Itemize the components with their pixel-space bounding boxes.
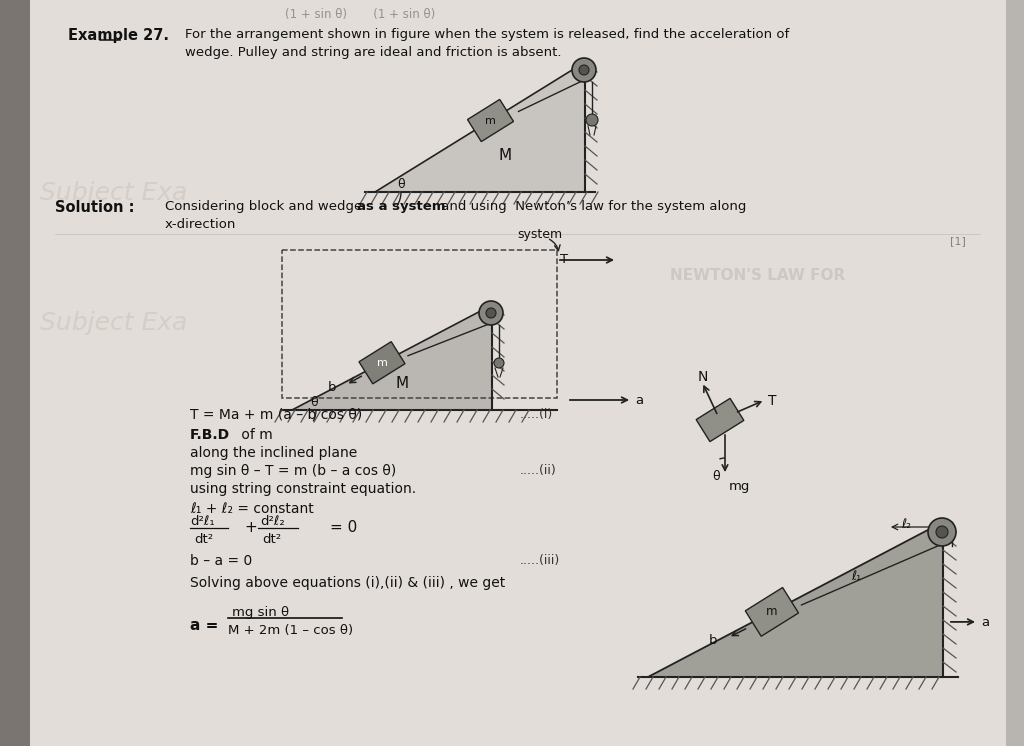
- Text: dt²: dt²: [194, 533, 213, 546]
- Text: x-direction: x-direction: [165, 218, 237, 231]
- Text: b: b: [328, 380, 336, 394]
- Polygon shape: [468, 99, 513, 142]
- Text: N: N: [698, 370, 709, 384]
- Text: .....(iii): .....(iii): [520, 554, 560, 567]
- Text: m: m: [485, 116, 496, 125]
- Text: For the arrangement shown in figure when the system is released, find the accele: For the arrangement shown in figure when…: [185, 28, 790, 41]
- Circle shape: [928, 518, 956, 546]
- Text: ℓ₁ + ℓ₂ = constant: ℓ₁ + ℓ₂ = constant: [190, 502, 313, 516]
- Circle shape: [572, 58, 596, 82]
- Text: T = Ma + m (a – b cos θ): T = Ma + m (a – b cos θ): [190, 408, 362, 422]
- Text: ℓ₁: ℓ₁: [851, 570, 861, 583]
- Text: wedge. Pulley and string are ideal and friction is absent.: wedge. Pulley and string are ideal and f…: [185, 46, 561, 59]
- Text: Subject Exa: Subject Exa: [40, 311, 187, 335]
- Polygon shape: [745, 588, 799, 636]
- Polygon shape: [375, 62, 585, 192]
- Circle shape: [936, 526, 948, 538]
- Text: system: system: [517, 228, 562, 241]
- Text: Solution :: Solution :: [55, 200, 134, 215]
- Text: T: T: [560, 253, 568, 266]
- Text: of m: of m: [237, 428, 272, 442]
- Text: and using  Newton’s law for the system along: and using Newton’s law for the system al…: [437, 200, 746, 213]
- Polygon shape: [696, 398, 743, 442]
- Text: along the inclined plane: along the inclined plane: [190, 446, 357, 460]
- Text: +: +: [244, 520, 257, 535]
- Text: M: M: [499, 148, 512, 163]
- Text: Considering block and wedge: Considering block and wedge: [165, 200, 367, 213]
- Circle shape: [486, 308, 496, 318]
- Polygon shape: [292, 305, 492, 410]
- Text: mg: mg: [729, 480, 751, 493]
- Circle shape: [586, 114, 598, 126]
- Text: mg sin θ – T = m (b – a cos θ): mg sin θ – T = m (b – a cos θ): [190, 464, 396, 478]
- Text: dt²: dt²: [262, 533, 282, 546]
- Bar: [0, 0, 30, 746]
- Text: a =: a =: [190, 618, 223, 633]
- Text: [1]: [1]: [950, 236, 966, 246]
- Text: T: T: [768, 394, 776, 408]
- Circle shape: [494, 358, 504, 368]
- Text: M + 2m (1 – cos θ): M + 2m (1 – cos θ): [228, 624, 353, 637]
- Text: NEWTON'S LAW FOR: NEWTON'S LAW FOR: [670, 268, 845, 283]
- Circle shape: [479, 301, 503, 325]
- Text: .....(ii): .....(ii): [520, 464, 557, 477]
- Text: a: a: [981, 616, 989, 629]
- Text: b – a = 0: b – a = 0: [190, 554, 252, 568]
- Text: θ: θ: [712, 470, 720, 483]
- Text: using string constraint equation.: using string constraint equation.: [190, 482, 416, 496]
- Circle shape: [579, 65, 589, 75]
- Text: .....(i): .....(i): [520, 408, 553, 421]
- Bar: [282, 250, 557, 398]
- Text: ℓ₂: ℓ₂: [901, 518, 911, 531]
- Text: θ: θ: [310, 396, 317, 409]
- Text: a: a: [635, 394, 643, 407]
- Text: = 0: = 0: [330, 520, 357, 535]
- Text: d²ℓ₂: d²ℓ₂: [260, 515, 285, 528]
- Text: as a system: as a system: [357, 200, 445, 213]
- Text: Solving above equations (i),(ii) & (iii) , we get: Solving above equations (i),(ii) & (iii)…: [190, 576, 505, 590]
- Text: θ: θ: [397, 178, 404, 191]
- Polygon shape: [648, 522, 943, 677]
- Text: m: m: [766, 606, 777, 618]
- Text: Example 27.: Example 27.: [68, 28, 169, 43]
- Text: F.B.D: F.B.D: [190, 428, 230, 442]
- Text: m: m: [377, 358, 387, 368]
- Text: (1 + sin θ)       (1 + sin θ): (1 + sin θ) (1 + sin θ): [285, 8, 435, 21]
- Text: Subject Exa: Subject Exa: [40, 181, 187, 205]
- Text: mg sin θ: mg sin θ: [232, 606, 289, 619]
- Text: M: M: [395, 376, 409, 391]
- Polygon shape: [359, 342, 406, 384]
- Text: b: b: [709, 633, 717, 647]
- Text: d²ℓ₁: d²ℓ₁: [190, 515, 215, 528]
